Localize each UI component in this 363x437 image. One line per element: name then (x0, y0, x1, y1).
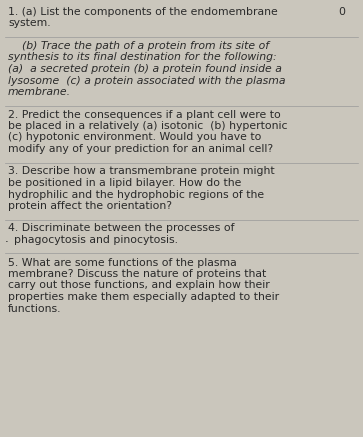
Text: 5. What are some functions of the plasma: 5. What are some functions of the plasma (8, 257, 237, 267)
Text: protein affect the orientation?: protein affect the orientation? (8, 201, 172, 211)
Text: 4. Discriminate between the processes of: 4. Discriminate between the processes of (8, 223, 234, 233)
Text: hydrophilic and the hydrophobic regions of the: hydrophilic and the hydrophobic regions … (8, 190, 264, 200)
Text: be positioned in a lipid bilayer. How do the: be positioned in a lipid bilayer. How do… (8, 178, 241, 188)
Text: functions.: functions. (8, 304, 61, 313)
Text: be placed in a relatively (a) isotonic  (b) hypertonic: be placed in a relatively (a) isotonic (… (8, 121, 287, 131)
Text: system.: system. (8, 18, 50, 28)
Text: 0: 0 (338, 7, 345, 17)
Text: 2. Predict the consequences if a plant cell were to: 2. Predict the consequences if a plant c… (8, 110, 281, 119)
Text: modify any of your prediction for an animal cell?: modify any of your prediction for an ani… (8, 144, 273, 154)
Text: 3. Describe how a transmembrane protein might: 3. Describe how a transmembrane protein … (8, 166, 275, 177)
Text: synthesis to its final destination for the following:: synthesis to its final destination for t… (8, 52, 277, 62)
Text: membrane? Discuss the nature of proteins that: membrane? Discuss the nature of proteins… (8, 269, 266, 279)
Text: lysosome  (c) a protein associated with the plasma: lysosome (c) a protein associated with t… (8, 76, 286, 86)
Text: (a)  a secreted protein (b) a protein found inside a: (a) a secreted protein (b) a protein fou… (8, 64, 282, 74)
Text: (b) Trace the path of a protein from its site of: (b) Trace the path of a protein from its… (22, 41, 269, 51)
Text: ·: · (5, 236, 9, 249)
Text: (c) hypotonic environment. Would you have to: (c) hypotonic environment. Would you hav… (8, 132, 261, 142)
Text: 1. (a) List the components of the endomembrane: 1. (a) List the components of the endome… (8, 7, 278, 17)
Text: properties make them especially adapted to their: properties make them especially adapted … (8, 292, 279, 302)
Text: carry out those functions, and explain how their: carry out those functions, and explain h… (8, 281, 270, 291)
Text: phagocytosis and pinocytosis.: phagocytosis and pinocytosis. (14, 235, 178, 245)
Text: membrane.: membrane. (8, 87, 71, 97)
